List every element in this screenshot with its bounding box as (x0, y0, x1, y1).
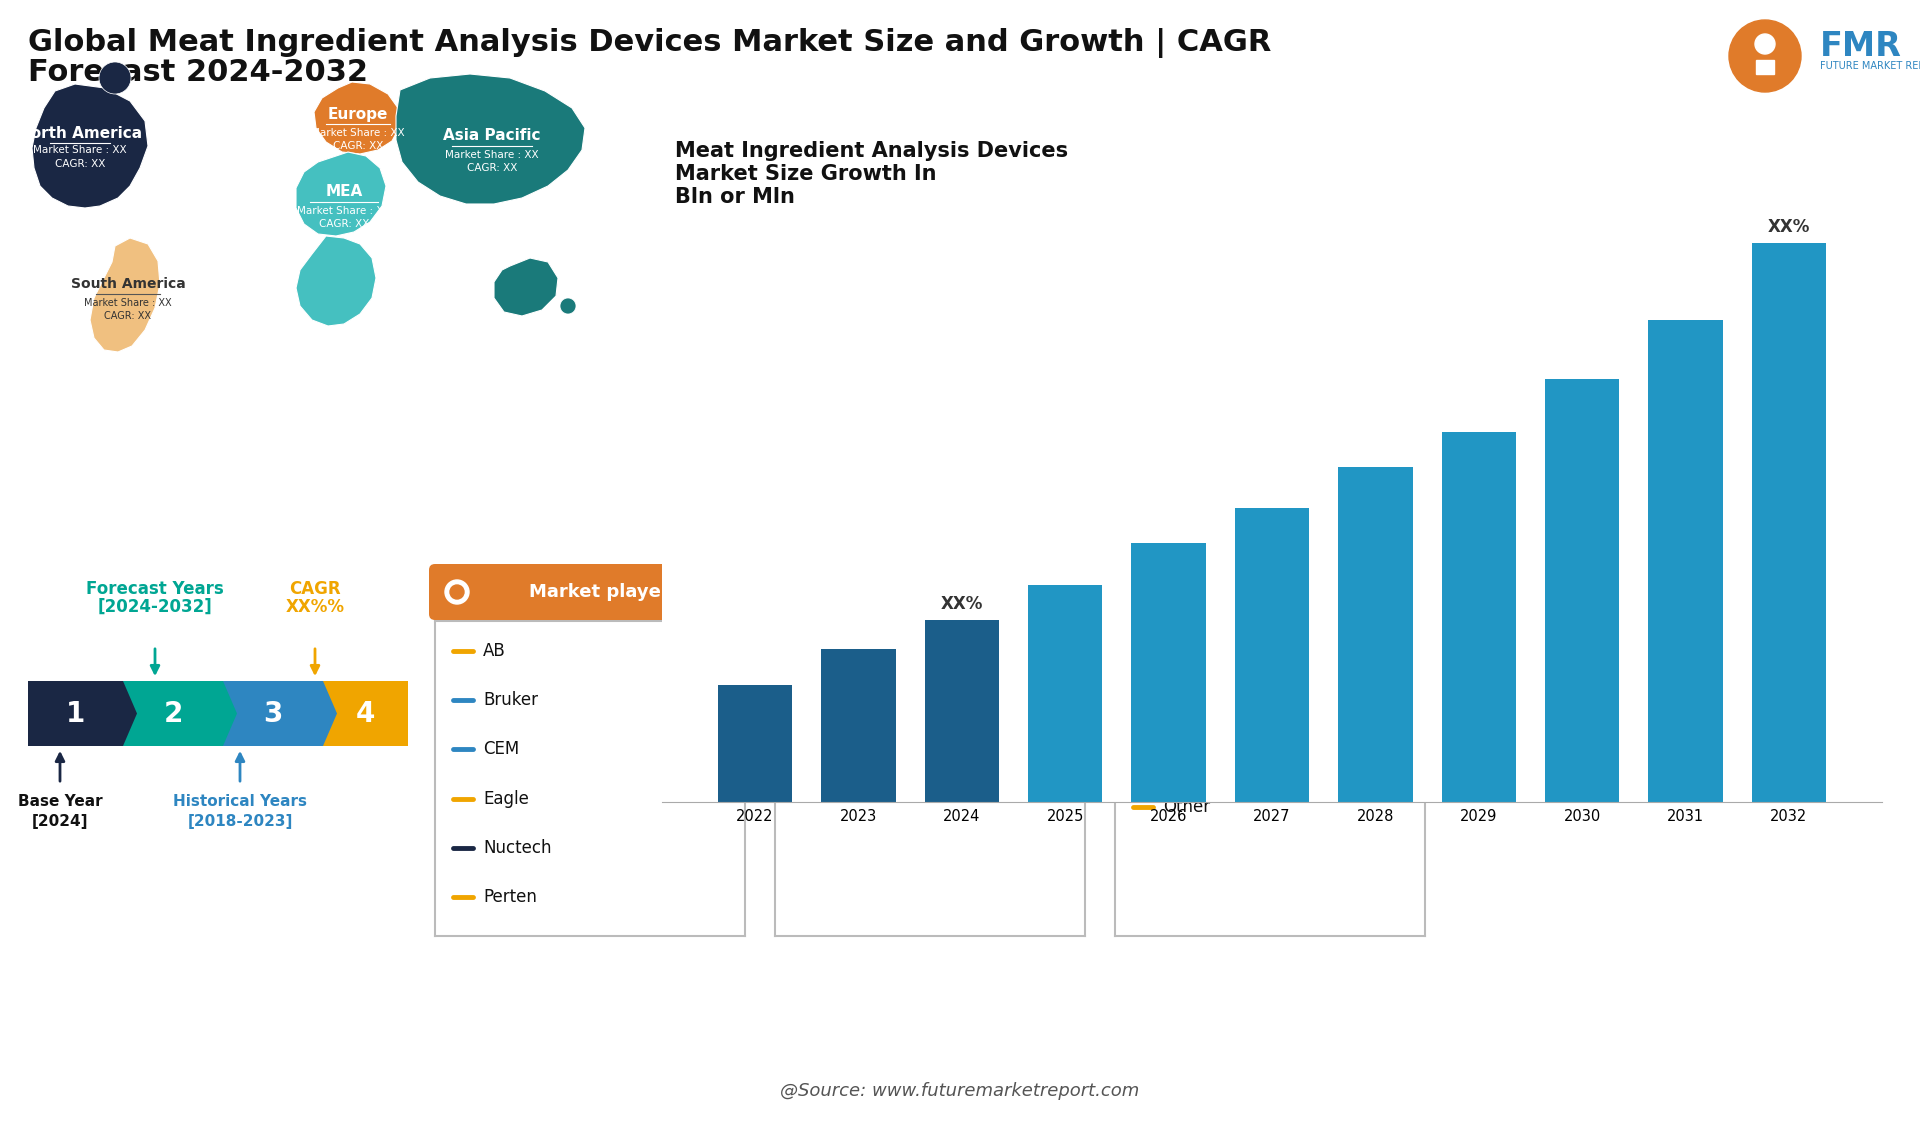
Polygon shape (123, 681, 136, 746)
FancyArrow shape (1757, 60, 1774, 74)
Bar (1235, 508, 1309, 802)
Bar (1649, 320, 1722, 802)
Text: By type: By type (906, 583, 983, 601)
Text: CAGR: XX: CAGR: XX (332, 141, 384, 151)
Text: Meat Ingredient Analysis Devices
Market Size Growth In
Bln or Mln: Meat Ingredient Analysis Devices Market … (674, 141, 1068, 207)
Text: By application: By application (1213, 583, 1357, 601)
Text: CAGR: CAGR (290, 580, 342, 598)
FancyBboxPatch shape (223, 681, 323, 746)
Text: 4: 4 (355, 699, 374, 728)
Polygon shape (223, 681, 236, 746)
Bar (822, 650, 895, 802)
Text: XX%%: XX%% (286, 598, 344, 617)
Circle shape (785, 580, 808, 604)
Text: CAGR: XX: CAGR: XX (319, 219, 369, 229)
Bar (1751, 243, 1826, 802)
Text: FMR: FMR (1820, 30, 1903, 63)
Text: FUTURE MARKET REPORT: FUTURE MARKET REPORT (1820, 61, 1920, 71)
FancyBboxPatch shape (770, 564, 1091, 620)
Text: Market players: Market players (530, 583, 682, 601)
Circle shape (1755, 34, 1774, 54)
Polygon shape (493, 258, 559, 316)
Text: CAGR: XX: CAGR: XX (104, 311, 152, 321)
Polygon shape (396, 74, 586, 204)
Circle shape (100, 62, 131, 94)
Text: @Source: www.futuremarketreport.com: @Source: www.futuremarketreport.com (780, 1082, 1140, 1100)
Text: Market Share : XX: Market Share : XX (33, 146, 127, 155)
Text: Bulk: Bulk (1164, 642, 1200, 660)
FancyBboxPatch shape (428, 564, 751, 620)
Text: Forecast 2024-2032: Forecast 2024-2032 (29, 58, 369, 87)
Text: AB: AB (484, 642, 505, 660)
Circle shape (445, 580, 468, 604)
Text: Bruker: Bruker (484, 691, 538, 709)
Text: 2: 2 (163, 699, 182, 728)
Bar (718, 684, 793, 802)
Text: Market Share : XX: Market Share : XX (84, 298, 171, 308)
FancyBboxPatch shape (323, 681, 407, 746)
Text: South America: South America (71, 277, 186, 291)
Bar (1027, 584, 1102, 802)
Text: DEXA: DEXA (824, 642, 870, 660)
Circle shape (561, 298, 576, 314)
Polygon shape (296, 152, 386, 236)
Text: Eagle: Eagle (484, 790, 528, 808)
Text: Base Year: Base Year (17, 794, 102, 809)
Circle shape (449, 584, 465, 599)
FancyBboxPatch shape (123, 681, 223, 746)
Text: Asia Pacific: Asia Pacific (444, 128, 541, 143)
Text: Market Share : XX: Market Share : XX (298, 206, 392, 215)
Bar (925, 620, 998, 802)
Text: Nuctech: Nuctech (484, 839, 551, 857)
Text: MEA: MEA (324, 183, 363, 198)
FancyBboxPatch shape (1110, 564, 1430, 620)
Text: CEM: CEM (484, 740, 518, 759)
Circle shape (789, 584, 804, 599)
Bar (1442, 432, 1517, 802)
Polygon shape (323, 681, 338, 746)
Text: 1: 1 (65, 699, 84, 728)
Text: Perten: Perten (484, 888, 538, 905)
Text: Forecast Years: Forecast Years (86, 580, 225, 598)
Circle shape (1131, 584, 1144, 599)
Bar (1131, 543, 1206, 802)
Text: Other: Other (824, 694, 870, 712)
Text: [2024]: [2024] (33, 814, 88, 829)
Text: [2024-2032]: [2024-2032] (98, 598, 213, 617)
Polygon shape (90, 238, 159, 352)
Text: 3: 3 (263, 699, 282, 728)
Text: Historical Years: Historical Years (173, 794, 307, 809)
Polygon shape (33, 84, 148, 209)
Circle shape (1125, 580, 1148, 604)
FancyBboxPatch shape (29, 681, 123, 746)
Text: Global Meat Ingredient Analysis Devices Market Size and Growth | CAGR: Global Meat Ingredient Analysis Devices … (29, 28, 1271, 58)
Bar (1338, 466, 1413, 802)
Text: XX%: XX% (1768, 218, 1811, 236)
Text: XX%: XX% (941, 595, 983, 613)
Circle shape (1730, 19, 1801, 92)
Text: Europe: Europe (328, 107, 388, 121)
Bar (1546, 378, 1619, 802)
Text: Bulk: Bulk (1164, 694, 1200, 712)
Text: CAGR: XX: CAGR: XX (56, 159, 106, 168)
Text: CAGR: XX: CAGR: XX (467, 163, 516, 173)
Text: Other: Other (1164, 798, 1210, 816)
Polygon shape (296, 236, 376, 325)
Text: Meat: Meat (1164, 746, 1204, 764)
Polygon shape (315, 83, 399, 154)
Text: [2018-2023]: [2018-2023] (188, 814, 292, 829)
Text: Market Share : XX: Market Share : XX (445, 150, 540, 160)
Text: Market Share : XX: Market Share : XX (311, 128, 405, 138)
Text: North America: North America (17, 126, 142, 141)
